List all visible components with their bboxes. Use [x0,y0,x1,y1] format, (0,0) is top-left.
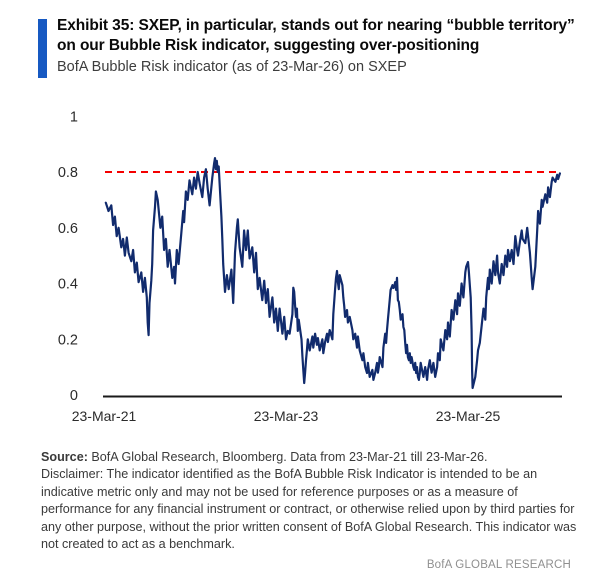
y-tick-label: 0.8 [58,165,78,181]
title-block: Exhibit 35: SXEP, in particular, stands … [57,16,579,78]
accent-bar [38,19,47,78]
y-tick-label: 0.4 [58,277,78,293]
exhibit-title: Exhibit 35: SXEP, in particular, stands … [57,17,575,54]
x-tick-label: 23-Mar-25 [436,408,501,424]
chart-subtitle: BofA Bubble Risk indicator (as of 23-Mar… [57,59,407,75]
x-tick-label: 23-Mar-23 [254,408,319,424]
x-tick-label: 23-Mar-21 [72,408,137,424]
source-label: Source: [41,450,88,464]
disclaimer-text: Disclaimer: The indicator identified as … [41,467,577,552]
source-text: BofA Global Research, Bloomberg. Data fr… [87,450,488,464]
exhibit-header: Exhibit 35: SXEP, in particular, stands … [38,16,579,78]
series-line [104,157,561,390]
brand-label: BofA GLOBAL RESEARCH [426,559,571,571]
source-line: Source: BofA Global Research, Bloomberg.… [41,449,586,466]
y-tick-label: 1 [70,109,78,125]
y-tick-label: 0.6 [58,221,78,237]
footer-notes: Source: BofA Global Research, Bloomberg.… [41,449,586,553]
y-tick-label: 0 [70,388,78,404]
y-tick-label: 0.2 [58,332,78,348]
